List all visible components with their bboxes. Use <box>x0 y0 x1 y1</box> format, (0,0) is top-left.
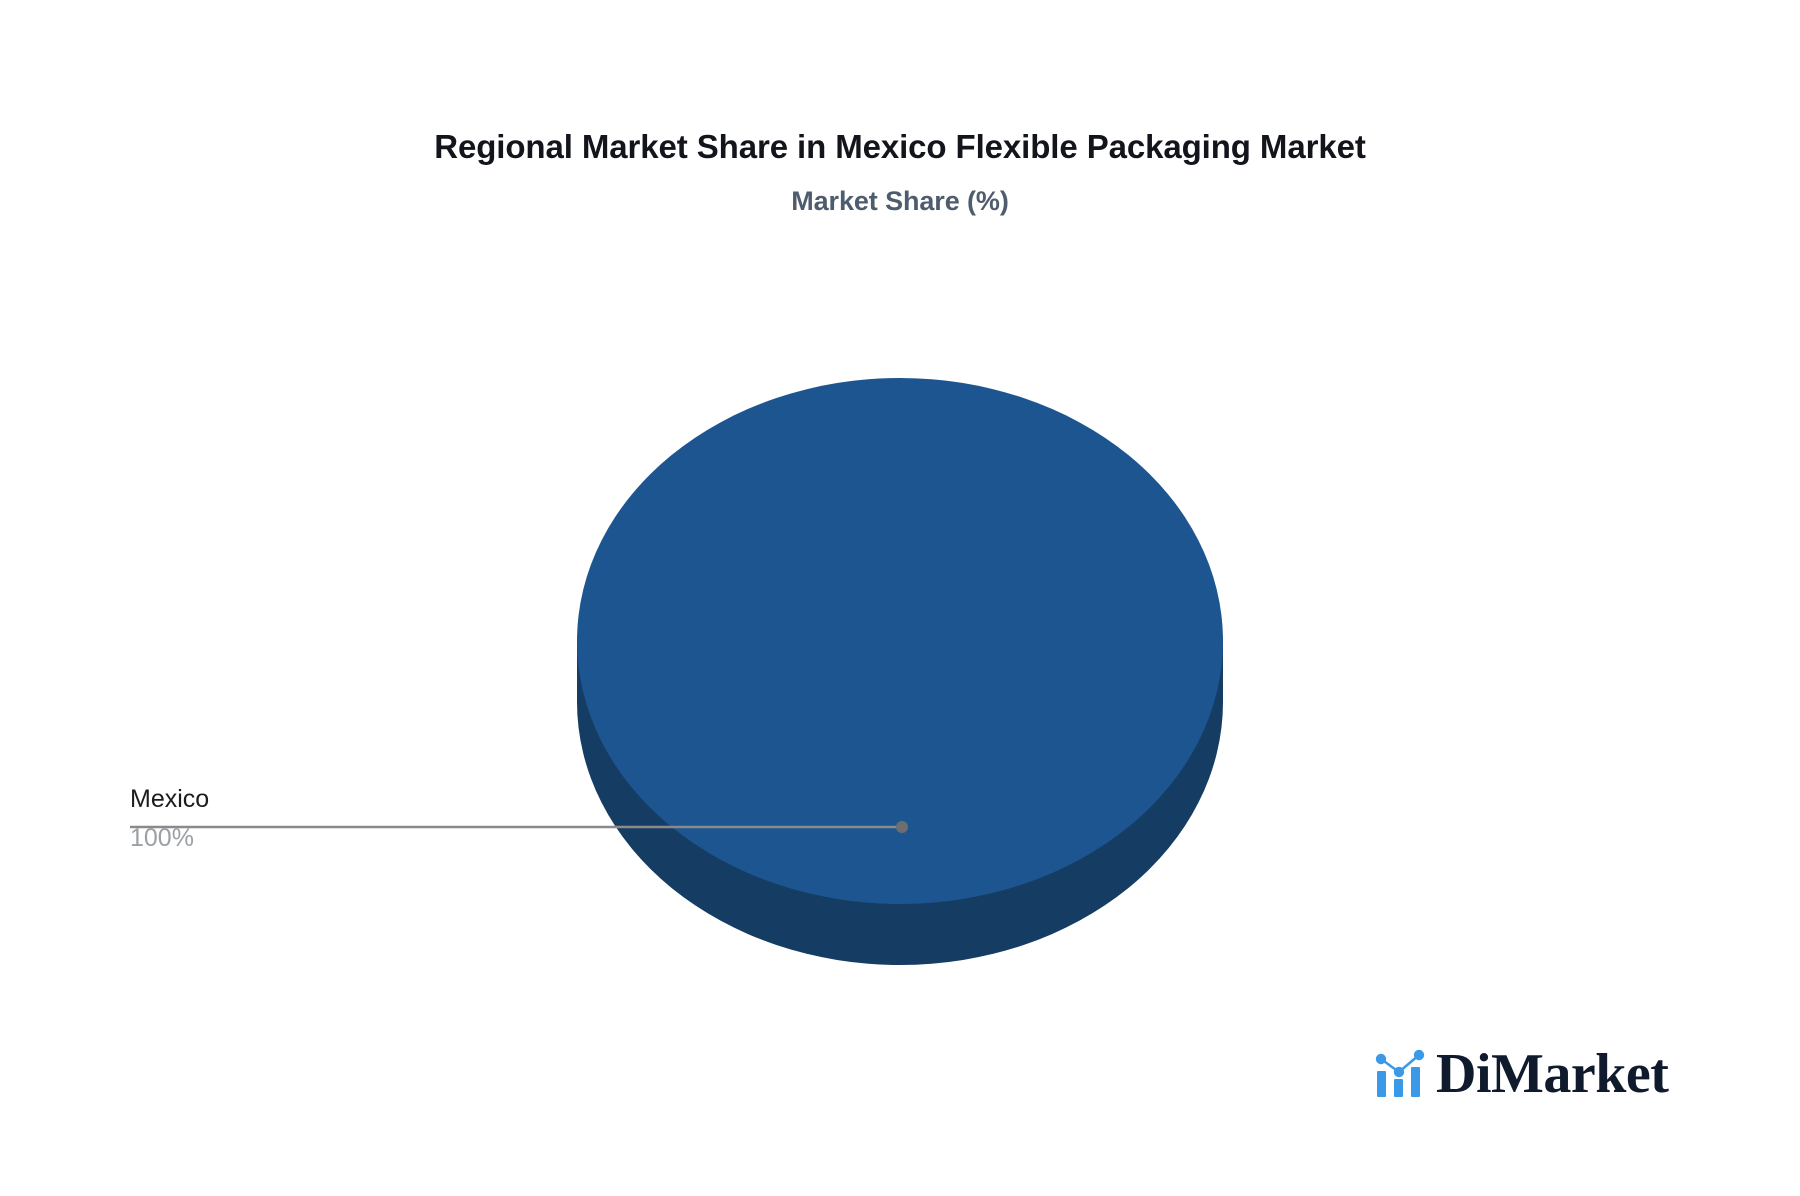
slice-label: Mexico <box>130 785 210 813</box>
brand-wordmark: DiMarket <box>1436 1043 1669 1105</box>
slice-value: 100% <box>130 824 194 853</box>
bar-chart-logo-icon <box>1375 1049 1425 1097</box>
page-title: Regional Market Share in Mexico Flexible… <box>434 128 1366 165</box>
chart-subtitle: Market Share (%) <box>791 185 1009 216</box>
pie-slice-mexico-top[interactable] <box>577 378 1223 904</box>
slice-callout-mexico[interactable]: Mexico 100% <box>130 786 430 852</box>
leader-anchor-dot <box>896 821 908 833</box>
brand-logo[interactable]: DiMarket <box>1374 1043 1669 1105</box>
chart-header: Regional Market Share in Mexico Flexible… <box>0 128 1800 217</box>
